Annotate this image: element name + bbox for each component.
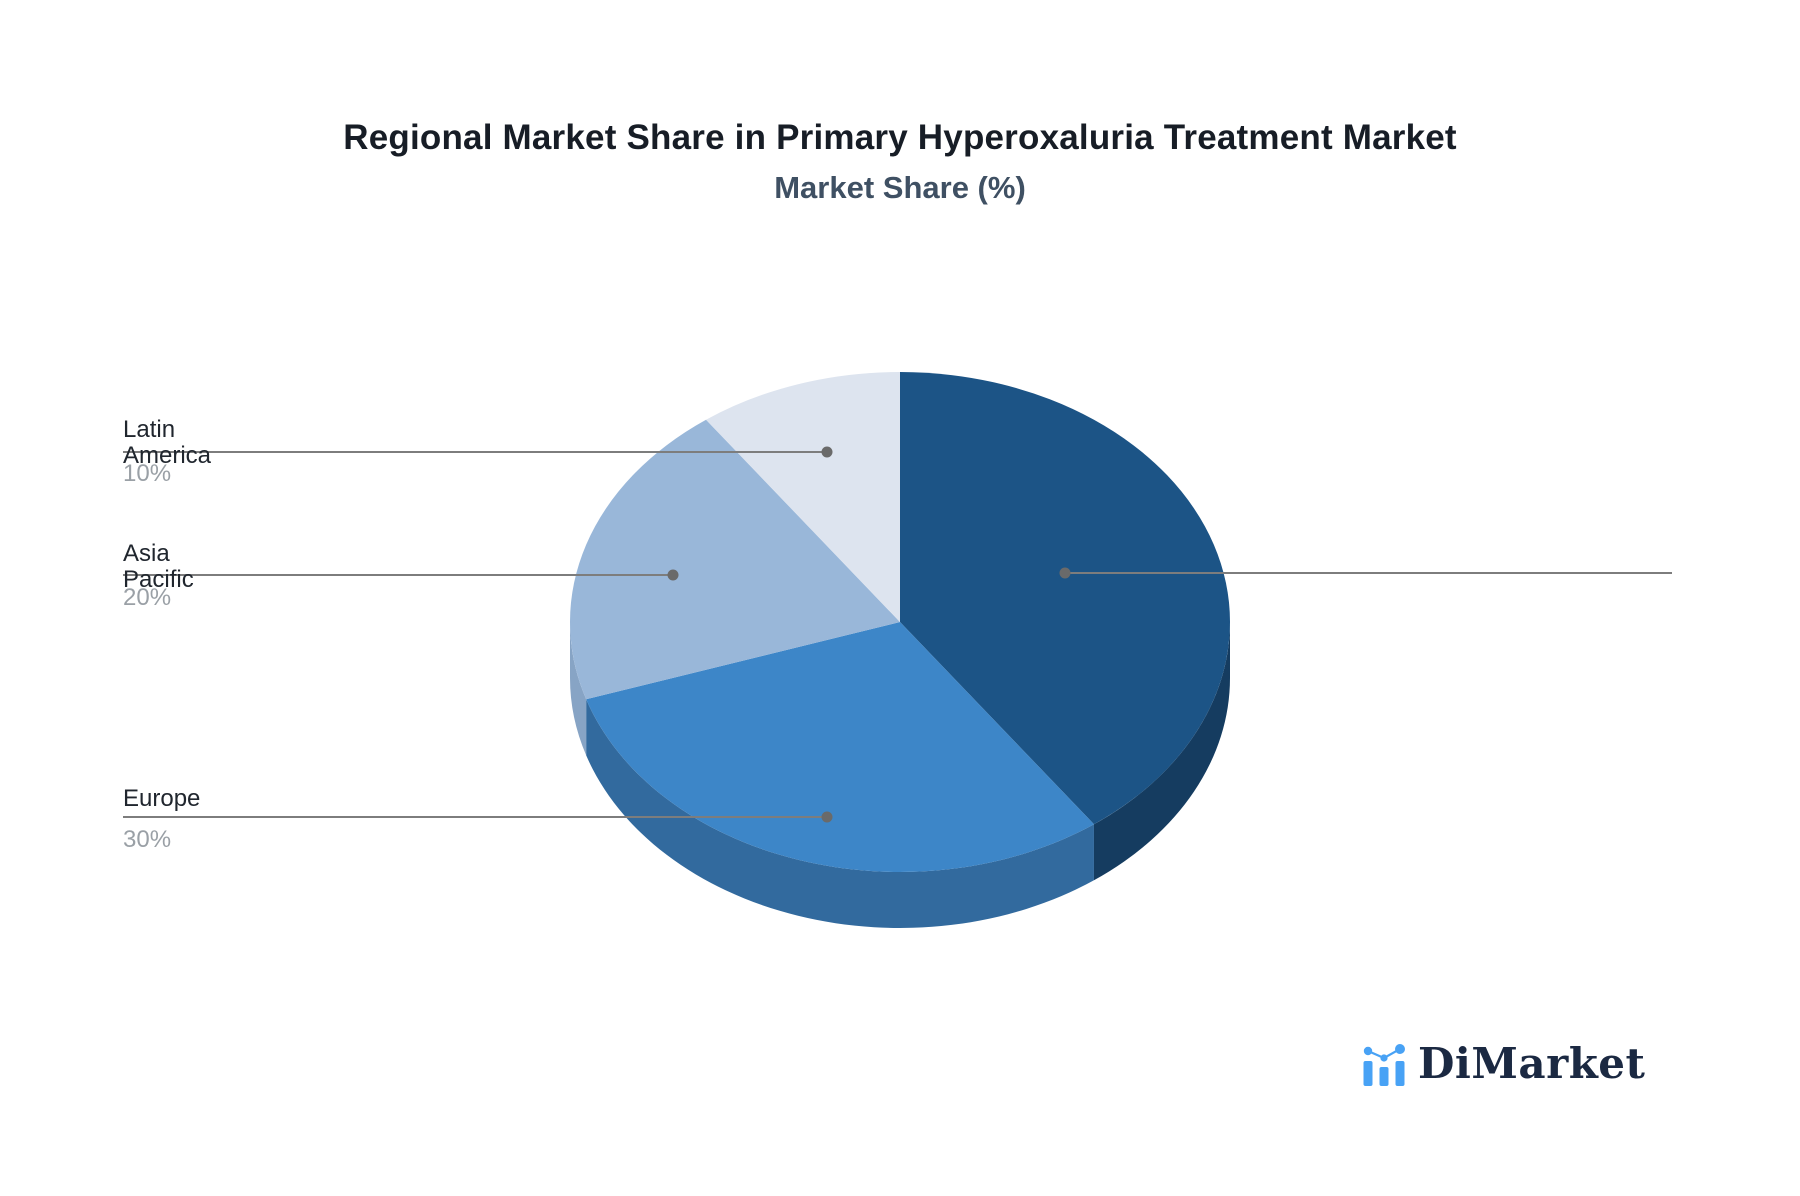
slice-label: Europe bbox=[123, 785, 201, 812]
slice-value: 10% bbox=[123, 460, 172, 487]
brand-name: DiMarket bbox=[1418, 1039, 1646, 1088]
slice-value: 20% bbox=[123, 584, 172, 611]
slice-value: 30% bbox=[123, 826, 172, 853]
slice-label: Latin America bbox=[123, 416, 212, 469]
chart-subtitle: Market Share (%) bbox=[774, 170, 1026, 205]
chart-title: Regional Market Share in Primary Hyperox… bbox=[343, 118, 1457, 157]
brand-watermark: DiMarket bbox=[1361, 1041, 1645, 1087]
bar-chart-trend-icon bbox=[1363, 1044, 1405, 1086]
slice-label: Asia Pacific bbox=[123, 540, 194, 593]
